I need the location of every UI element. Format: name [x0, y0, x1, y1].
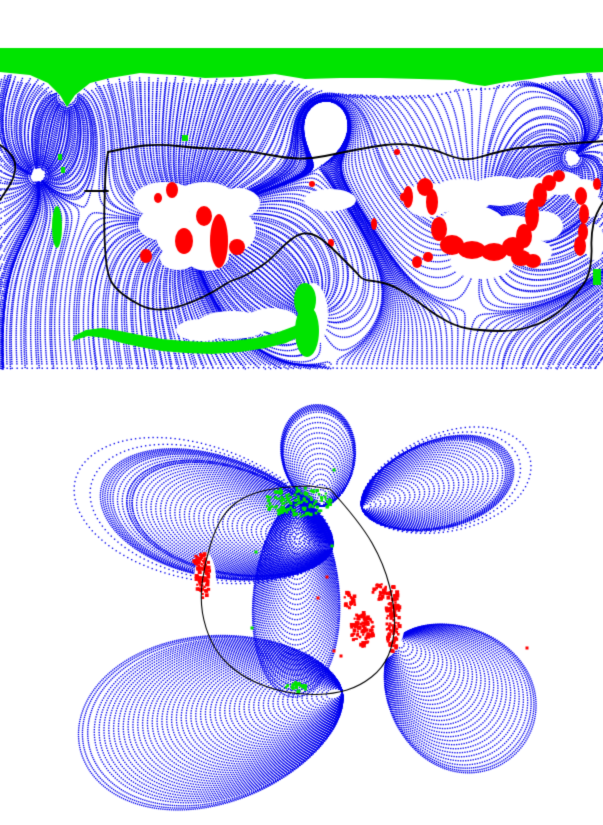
figure-canvas — [0, 0, 603, 825]
figure — [0, 0, 603, 825]
